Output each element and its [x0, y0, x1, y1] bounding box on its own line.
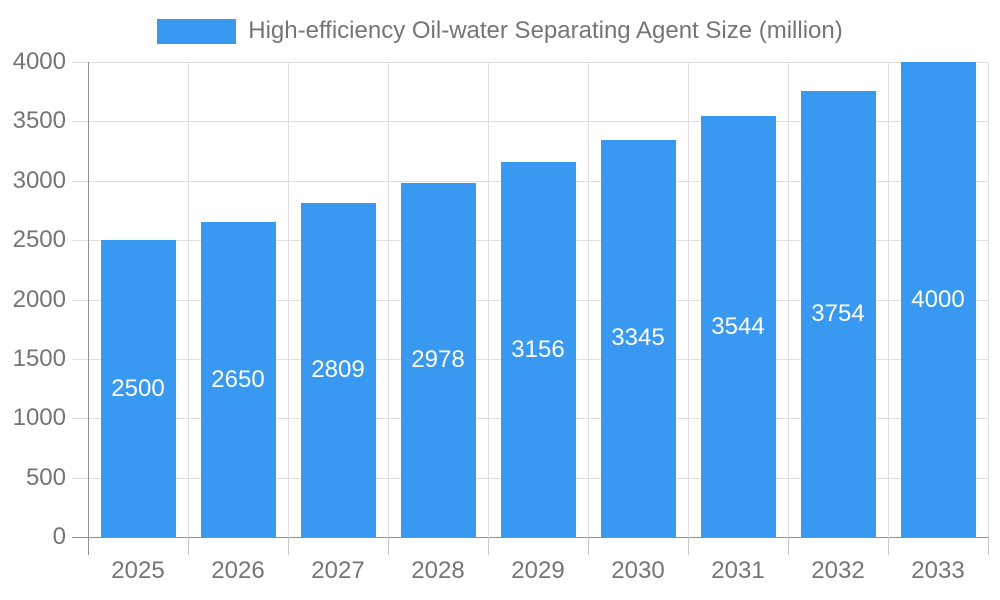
- x-gridline: [588, 62, 589, 537]
- bar-value-label: 2650: [211, 365, 265, 393]
- x-tick: [888, 537, 889, 555]
- y-tick-label: 3000: [12, 167, 66, 194]
- bar[interactable]: [500, 162, 576, 537]
- x-tick-label: 2032: [811, 557, 865, 584]
- y-tick-label: 2500: [12, 226, 66, 253]
- bar-value-label: 2978: [411, 346, 465, 374]
- x-gridline: [688, 62, 689, 537]
- x-tick: [988, 537, 989, 555]
- x-tick-label: 2031: [711, 557, 765, 584]
- x-tick-label: 2027: [311, 557, 365, 584]
- legend-swatch: [157, 18, 237, 44]
- x-tick: [388, 537, 389, 555]
- x-tick-label: 2025: [111, 557, 165, 584]
- bar[interactable]: [200, 222, 276, 537]
- x-gridline: [888, 62, 889, 537]
- x-tick-label: 2028: [411, 557, 465, 584]
- x-gridline: [488, 62, 489, 537]
- y-gridline: [72, 62, 988, 63]
- x-tick: [588, 537, 589, 555]
- y-axis-line: [88, 62, 89, 555]
- x-gridline: [388, 62, 389, 537]
- bar[interactable]: [800, 91, 876, 537]
- y-tick-label: 0: [52, 523, 66, 550]
- x-tick-label: 2026: [211, 557, 265, 584]
- bar-value-label: 3156: [511, 335, 565, 363]
- bar[interactable]: [600, 139, 676, 537]
- legend[interactable]: High-efficiency Oil-water Separating Age…: [0, 17, 1000, 45]
- x-tick: [288, 537, 289, 555]
- bar-value-label: 3345: [611, 324, 665, 352]
- y-gridline: [72, 121, 988, 122]
- bar[interactable]: [100, 240, 176, 537]
- bar-value-label: 3754: [811, 300, 865, 328]
- bar[interactable]: [300, 203, 376, 537]
- x-gridline: [988, 62, 989, 537]
- x-tick: [488, 537, 489, 555]
- bar-value-label: 4000: [911, 285, 965, 313]
- y-tick-label: 3500: [12, 107, 66, 134]
- x-gridline: [188, 62, 189, 537]
- y-tick-label: 1500: [12, 345, 66, 372]
- legend-label: High-efficiency Oil-water Separating Age…: [248, 17, 843, 44]
- x-tick: [188, 537, 189, 555]
- bar-value-label: 3544: [711, 312, 765, 340]
- x-gridline: [788, 62, 789, 537]
- x-tick-label: 2030: [611, 557, 665, 584]
- bar[interactable]: [400, 183, 476, 537]
- y-tick-label: 1000: [12, 404, 66, 431]
- x-tick: [688, 537, 689, 555]
- x-tick-label: 2033: [911, 557, 965, 584]
- y-tick-label: 2000: [12, 286, 66, 313]
- x-axis-line: [72, 537, 988, 538]
- bar-value-label: 2809: [311, 356, 365, 384]
- bar[interactable]: [700, 116, 776, 537]
- x-gridline: [288, 62, 289, 537]
- bar[interactable]: [900, 62, 976, 537]
- x-tick-label: 2029: [511, 557, 565, 584]
- x-tick: [788, 537, 789, 555]
- y-tick-label: 4000: [12, 48, 66, 75]
- y-tick-label: 500: [25, 464, 66, 491]
- bar-value-label: 2500: [111, 374, 165, 402]
